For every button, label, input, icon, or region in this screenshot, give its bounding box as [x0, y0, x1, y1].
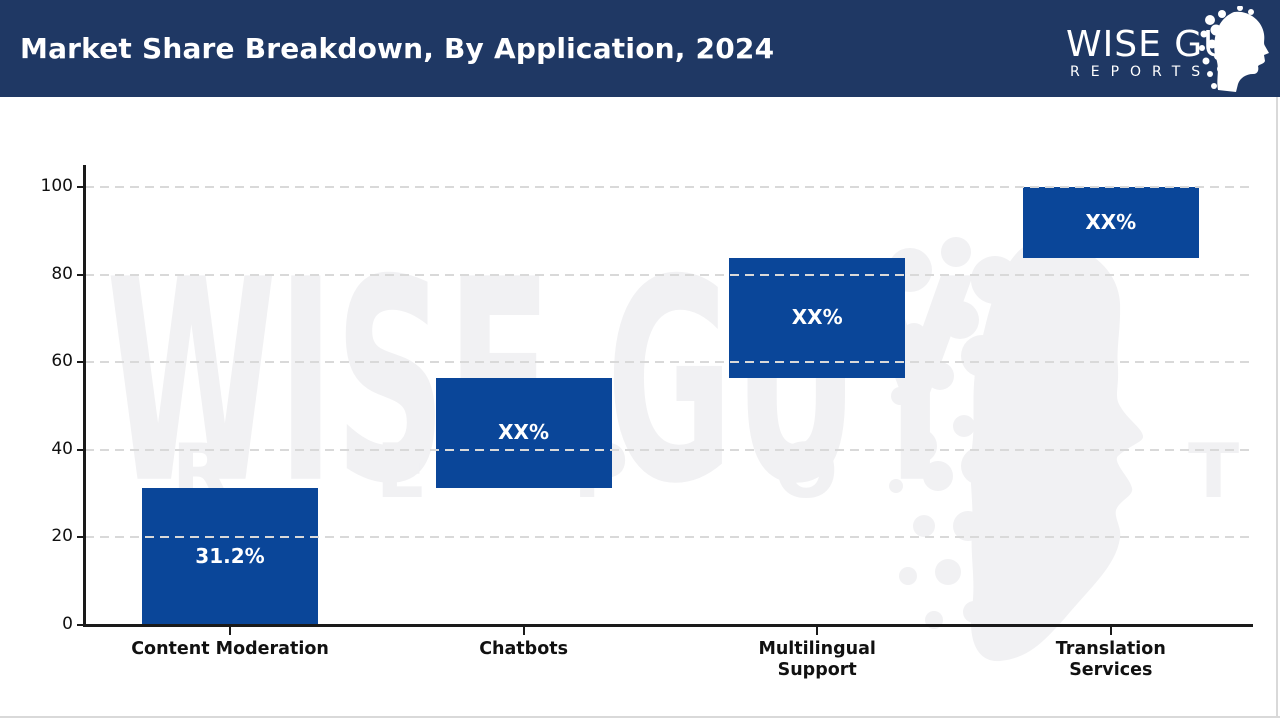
x-tick-mark-chatbots — [522, 627, 525, 635]
x-category-label-multilingual-support: Multilingual Support — [758, 639, 876, 680]
gridline-100 — [85, 186, 1253, 188]
x-category-label-content-moderation: Content Moderation — [131, 639, 329, 659]
y-tick-label-0: 0 — [62, 614, 73, 634]
bar-value-label-chatbots: XX% — [498, 419, 550, 444]
wise-guy-reports-logo: WISE GUY REPORTS — [1024, 4, 1274, 94]
x-category-label-translation-services: Translation Services — [1055, 639, 1166, 680]
y-tick-mark-100 — [77, 186, 85, 188]
bar-multilingual-support — [729, 258, 906, 378]
y-tick-label-20: 20 — [51, 526, 73, 547]
page-bottom-border — [0, 716, 1280, 718]
gridline-20 — [85, 536, 1253, 539]
x-category-label-chatbots: Chatbots — [479, 639, 568, 659]
gridline-40 — [85, 448, 1253, 451]
y-tick-mark-0 — [77, 624, 85, 626]
bar-content-moderation — [142, 488, 318, 625]
x-tick-mark-translation-services — [1109, 627, 1112, 635]
watermark-sub-text: R E P O R T S — [172, 427, 1280, 515]
y-tick-mark-40 — [77, 448, 85, 451]
y-tick-mark-20 — [77, 536, 85, 539]
header: Market Share Breakdown, By Application, … — [0, 0, 1280, 97]
logo-head-icon — [1199, 6, 1269, 93]
page-title: Market Share Breakdown, By Application, … — [20, 32, 775, 65]
y-axis — [83, 165, 86, 627]
x-tick-mark-content-moderation — [229, 627, 231, 635]
gridline-80 — [85, 273, 1253, 276]
y-tick-mark-60 — [77, 361, 85, 364]
bar-value-label-multilingual-support: XX% — [791, 304, 843, 329]
y-tick-label-100: 100 — [40, 176, 73, 196]
x-tick-mark-multilingual-support — [816, 627, 819, 635]
bar-value-label-translation-services: XX% — [1085, 209, 1137, 234]
y-tick-mark-80 — [77, 273, 85, 276]
watermark-head-icon — [888, 228, 1144, 662]
x-axis — [83, 624, 1253, 627]
gridline-60 — [85, 361, 1253, 364]
y-tick-label-80: 80 — [51, 263, 73, 284]
bar-value-label-content-moderation: 31.2% — [195, 543, 265, 568]
y-tick-label-60: 60 — [51, 351, 73, 372]
y-tick-label-40: 40 — [51, 438, 73, 459]
page-right-border — [1276, 97, 1278, 716]
bar-chatbots — [435, 377, 612, 489]
logo-sub-text: REPORTS — [1070, 64, 1212, 80]
